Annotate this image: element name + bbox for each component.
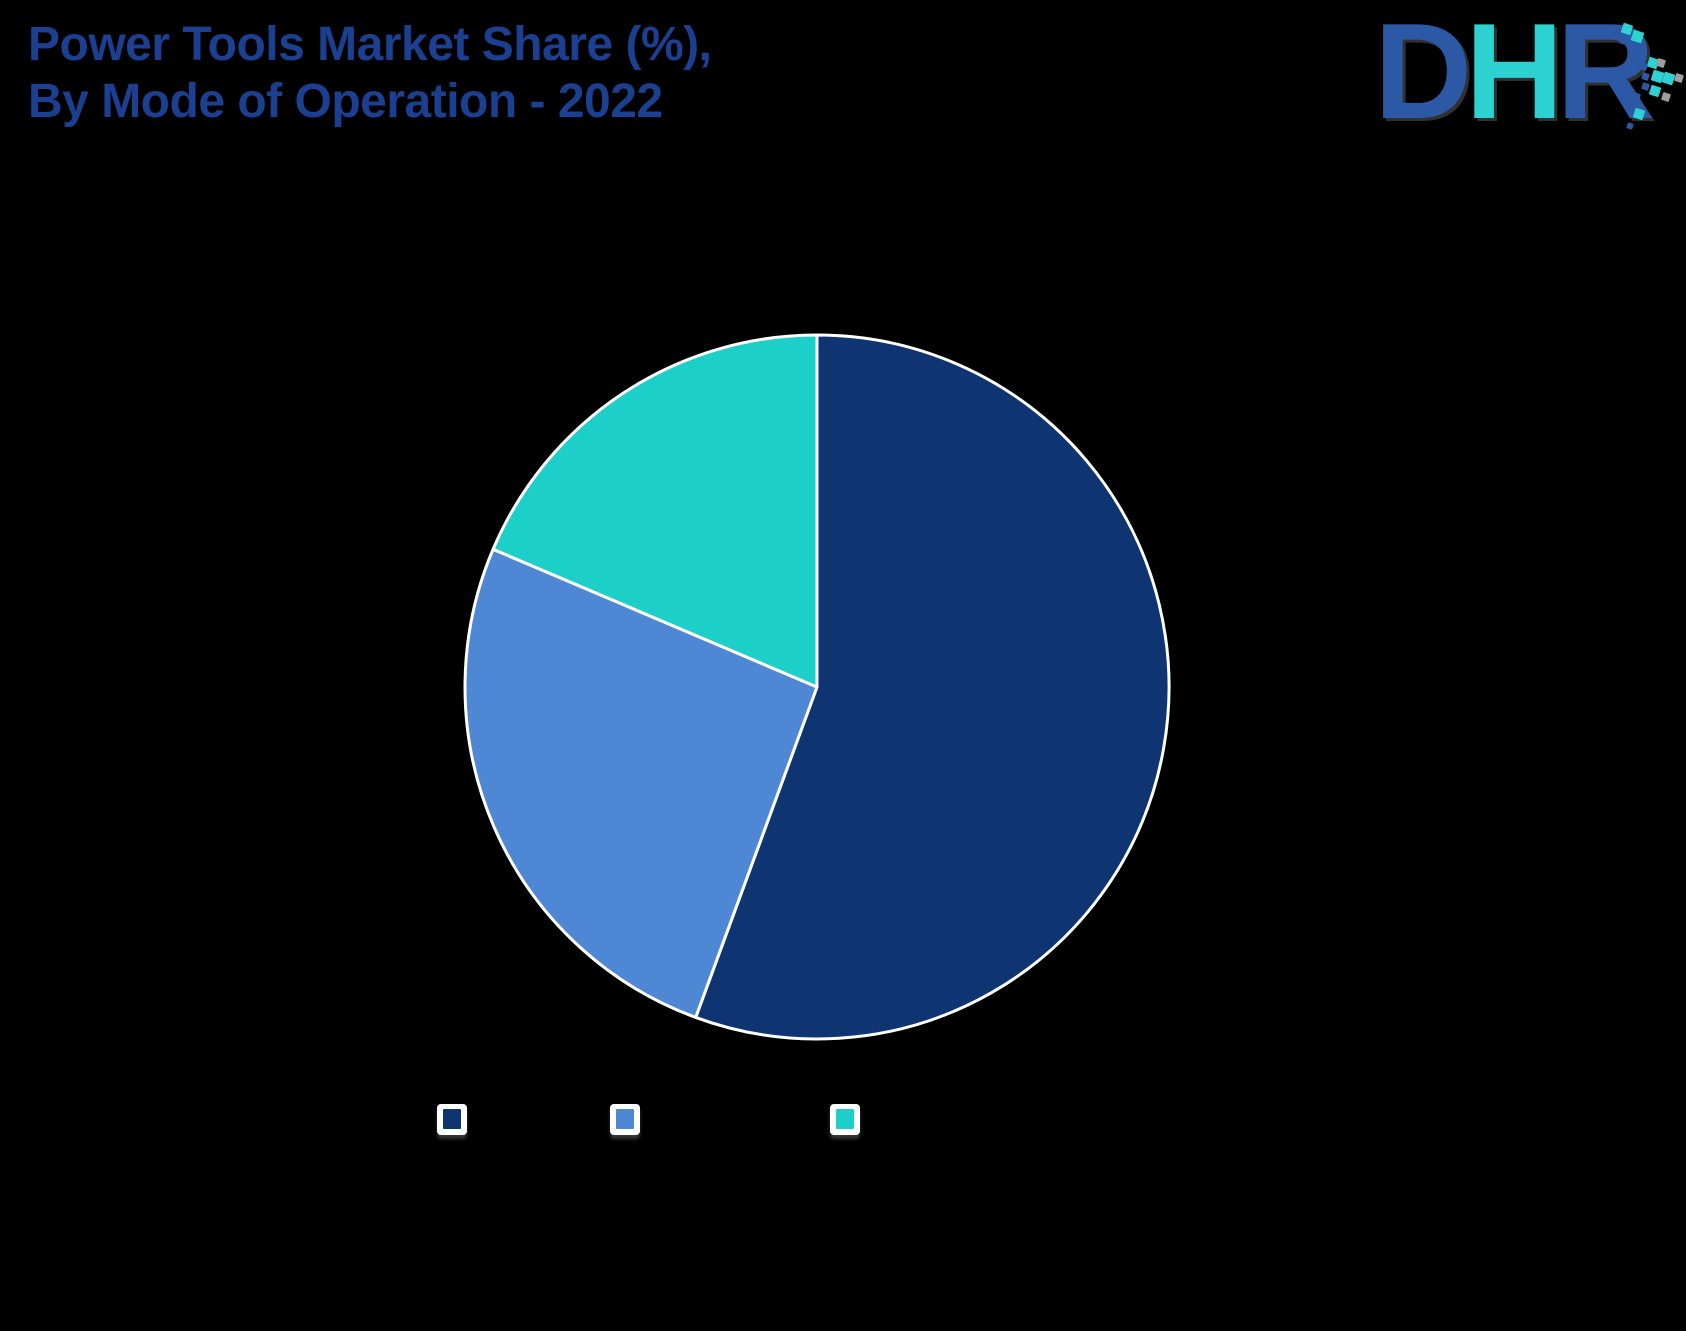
logo-dot-icon bbox=[1630, 29, 1645, 44]
logo-dot-icon bbox=[1629, 100, 1637, 108]
legend-item-1[interactable] bbox=[437, 1104, 467, 1135]
chart-title-line1: Power Tools Market Share (%), bbox=[28, 18, 712, 71]
pie-slice-1[interactable] bbox=[694, 333, 1171, 1041]
logo-dot-icon bbox=[1636, 50, 1645, 59]
logo-dot-icon bbox=[1660, 91, 1672, 103]
logo-dot-icon bbox=[1655, 57, 1667, 69]
pie-slice-2[interactable] bbox=[463, 547, 819, 1019]
logo-letter-h: H bbox=[1465, 0, 1563, 147]
logo-dots-icon bbox=[1615, 18, 1686, 133]
chart-title: Power Tools Market Share (%), By Mode of… bbox=[28, 16, 928, 130]
logo-dot-icon bbox=[1639, 62, 1648, 71]
legend-item-3[interactable] bbox=[830, 1104, 860, 1135]
pie-chart-svg bbox=[463, 333, 1171, 1041]
logo-dot-icon bbox=[1627, 43, 1636, 52]
legend-swatch-1 bbox=[443, 1109, 461, 1129]
dhr-logo-letters: DHR bbox=[1374, 3, 1655, 139]
logo-dot-icon bbox=[1641, 72, 1650, 81]
logo-dot-icon bbox=[1641, 82, 1650, 91]
logo-dot-icon bbox=[1648, 84, 1662, 98]
legend-swatch-3 bbox=[836, 1109, 854, 1129]
chart-title-line2: By Mode of Operation - 2022 bbox=[28, 75, 663, 128]
logo-letter-d: D bbox=[1374, 0, 1472, 147]
legend-swatch-2 bbox=[616, 1109, 634, 1129]
logo-dot-icon bbox=[1673, 72, 1685, 84]
pie-chart bbox=[461, 331, 1173, 1043]
logo-dot-icon bbox=[1626, 122, 1634, 130]
logo-dot-icon bbox=[1632, 92, 1641, 101]
logo-dot-icon bbox=[1632, 107, 1646, 121]
legend-item-2[interactable] bbox=[610, 1104, 640, 1135]
pie-slice-3[interactable] bbox=[491, 333, 819, 689]
logo-dot-icon bbox=[1619, 37, 1627, 45]
dhr-logo: DHR bbox=[1374, 3, 1686, 141]
